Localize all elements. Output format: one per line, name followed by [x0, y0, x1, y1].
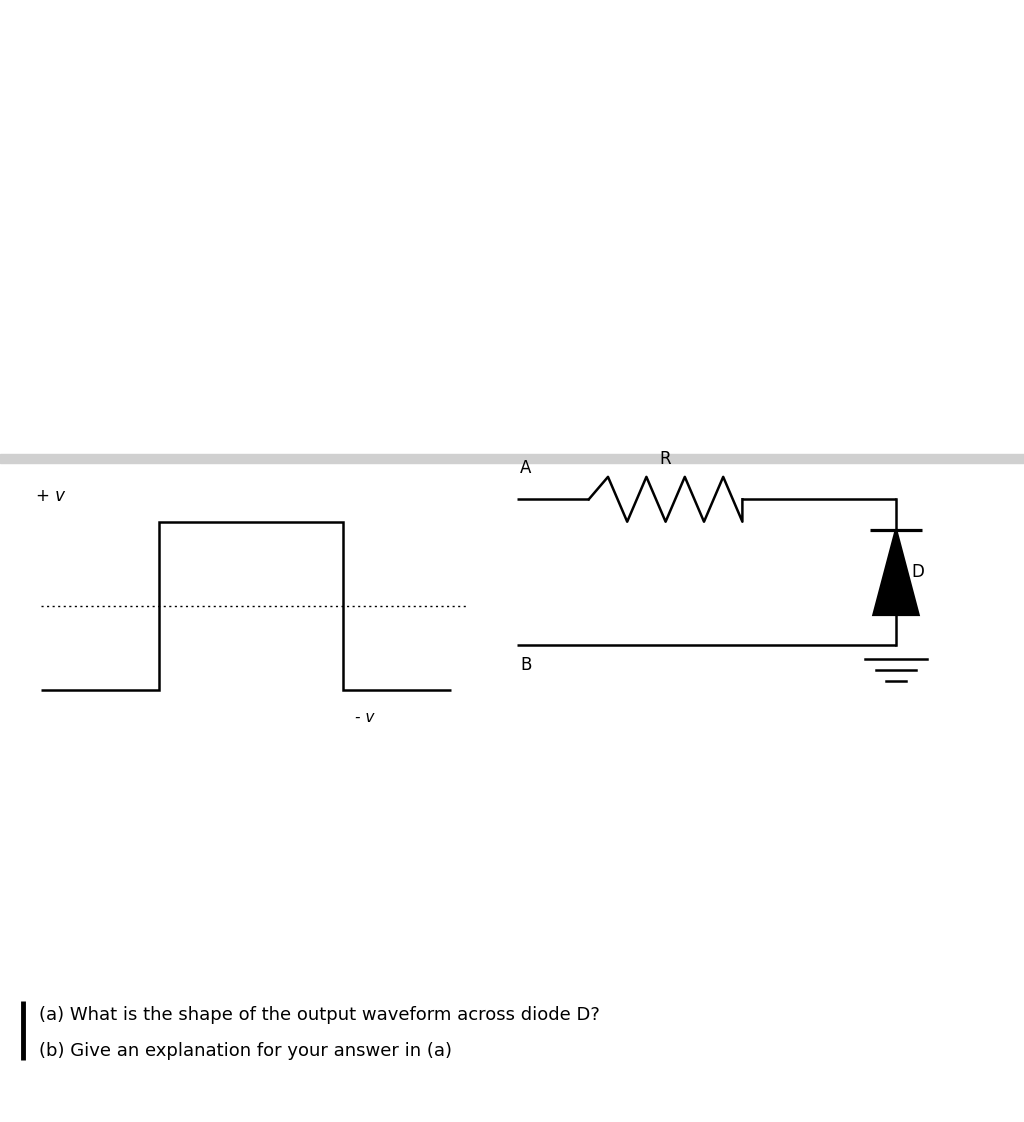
- Text: B: B: [520, 656, 531, 674]
- Bar: [0, 454, 1024, 463]
- Text: A: A: [520, 459, 531, 477]
- Text: + v: + v: [36, 487, 65, 505]
- Text: - v: - v: [355, 710, 375, 725]
- Text: D: D: [911, 563, 925, 581]
- Text: R: R: [659, 450, 672, 468]
- Text: (b) Give an explanation for your answer in (a): (b) Give an explanation for your answer …: [39, 1042, 452, 1060]
- Polygon shape: [873, 530, 919, 615]
- Text: (a) What is the shape of the output waveform across diode D?: (a) What is the shape of the output wave…: [39, 1006, 600, 1024]
